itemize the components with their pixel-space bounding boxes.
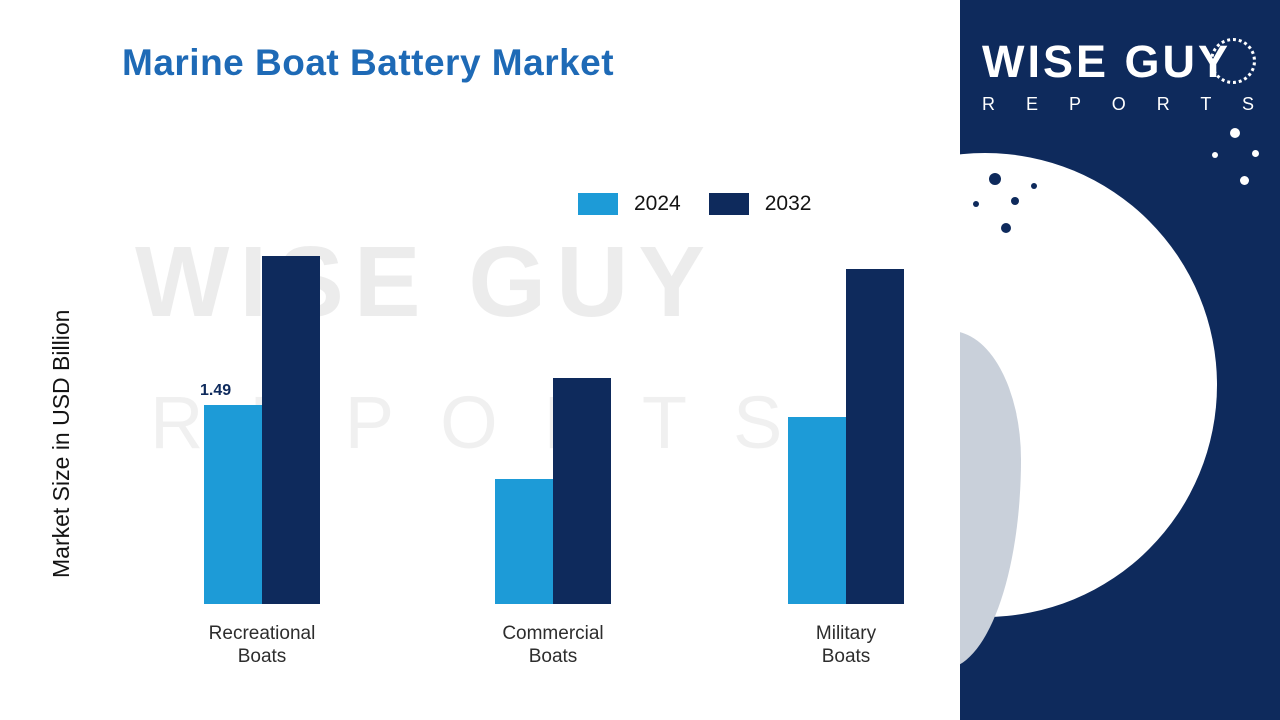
decorative-dot: [1031, 183, 1037, 189]
bar-2024-group1: [495, 478, 553, 604]
logo-dotted-sphere-icon: [1210, 38, 1256, 84]
legend-item-2024: 2024: [578, 192, 681, 216]
legend-item-2032: 2032: [708, 192, 812, 216]
page-title: Marine Boat Battery Market: [122, 42, 615, 83]
decorative-dot: [1230, 128, 1240, 138]
bar-2032-group2: [846, 268, 904, 604]
bar-2024-group2: [788, 417, 846, 604]
brand-circle-decoration: [960, 153, 1217, 669]
face-profile-silhouette: [960, 331, 1021, 669]
decorative-dot: [973, 201, 979, 207]
category-label: Military Boats: [815, 622, 877, 667]
decorative-dot: [1001, 223, 1011, 233]
bar-2032-group0: [262, 255, 320, 604]
legend-swatch-2032: [708, 193, 749, 215]
decorative-dot: [989, 173, 1001, 185]
legend-label-2032: 2032: [764, 192, 812, 215]
bar-2024-group0: [204, 405, 262, 604]
legend-label-2024: 2024: [634, 192, 681, 215]
decorative-dot: [1252, 150, 1259, 157]
logo-wiseguy-text: WISE GUY: [982, 36, 1232, 87]
logo-reports-text: R E P O R T S: [982, 94, 1268, 114]
bar-value-label: 1.49: [200, 382, 232, 400]
legend-swatch-2024: [578, 193, 618, 215]
decorative-dot: [1240, 176, 1249, 185]
bar-chart: Recreational Boats Commercial Boats Milita…: [200, 255, 904, 667]
brand-band: WISE GUY R E P O R T S: [960, 0, 1280, 720]
wise-guy-reports-logo: WISE GUY R E P O R T S: [982, 36, 1262, 115]
decorative-dot: [1011, 197, 1019, 205]
y-axis-label: Market Size in USD Billion: [48, 309, 74, 578]
category-label: Recreational Boats: [208, 622, 316, 667]
bar-2032-group1: [553, 378, 611, 604]
decorative-dot: [1212, 152, 1218, 158]
category-label: Commercial Boats: [502, 622, 604, 667]
chart-legend: 2024 2032: [578, 192, 811, 216]
